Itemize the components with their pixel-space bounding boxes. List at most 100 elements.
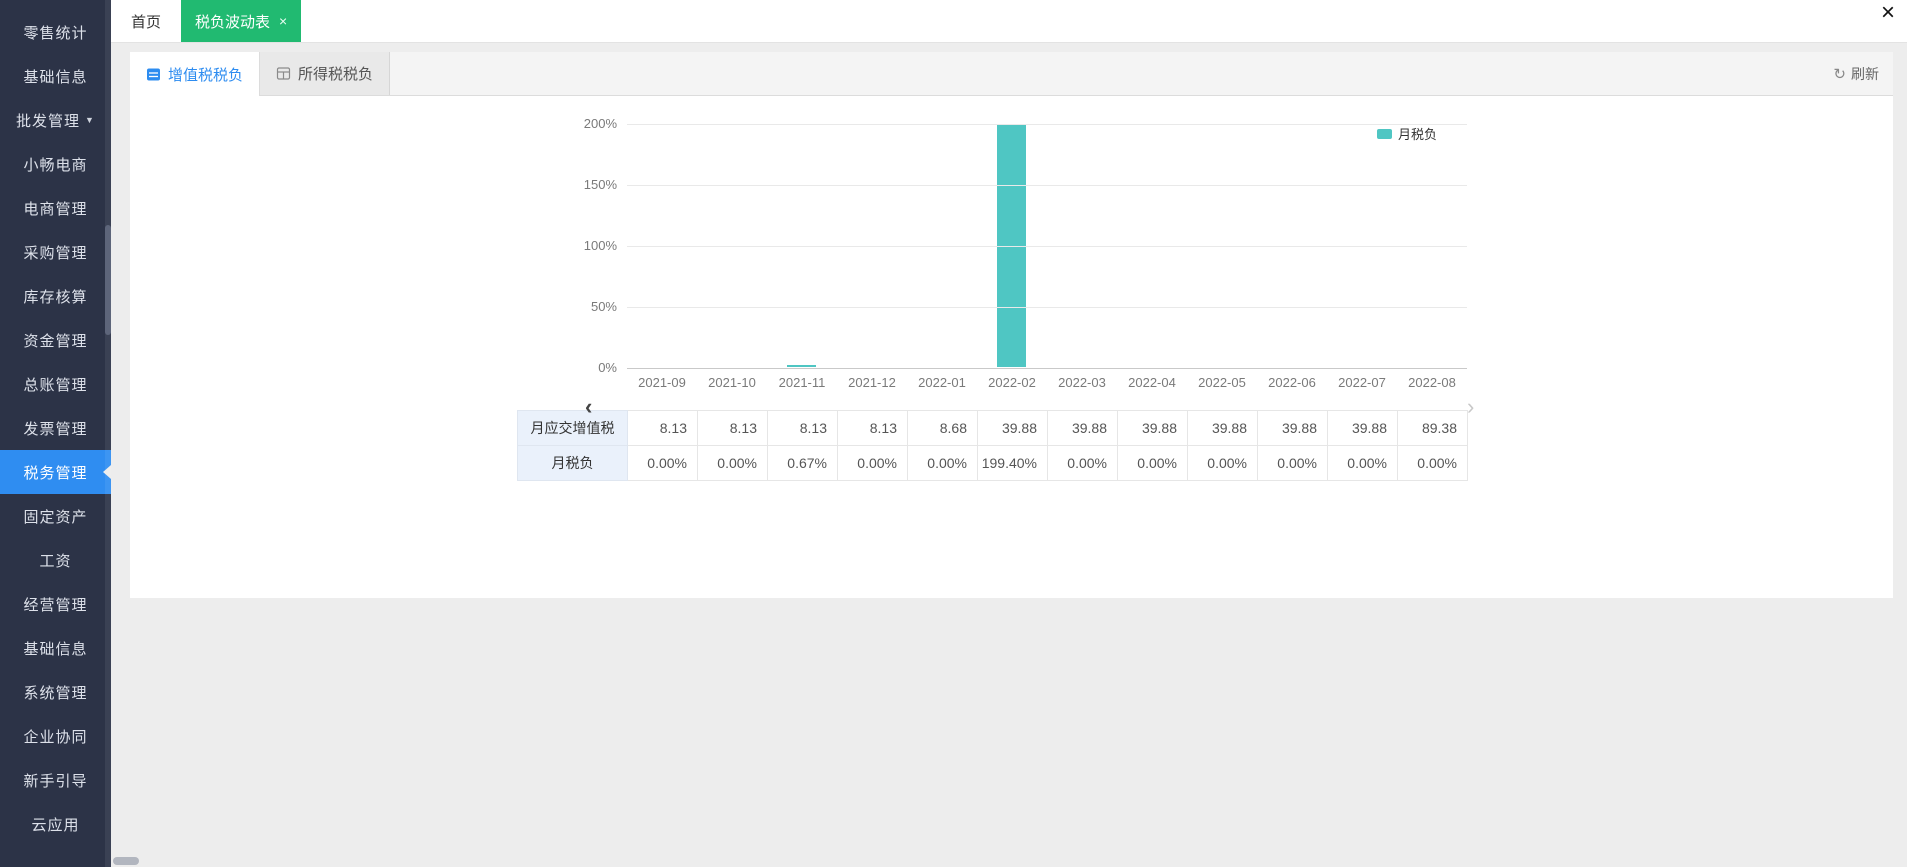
value-cell: 39.88 xyxy=(1047,410,1118,446)
chart-next-arrow[interactable]: › xyxy=(1467,394,1475,419)
value-cell: 39.88 xyxy=(1257,410,1328,446)
value-cell: 8.13 xyxy=(767,410,838,446)
x-axis-label: 2022-05 xyxy=(1198,375,1246,390)
x-axis-label: 2021-10 xyxy=(708,375,756,390)
tab-close-icon[interactable]: × xyxy=(279,13,288,29)
sidebar-item-label: 工资 xyxy=(39,552,72,570)
x-axis-label: 2022-07 xyxy=(1338,375,1386,390)
value-cell: 8.13 xyxy=(627,410,698,446)
grid-line xyxy=(627,307,1467,308)
value-cell: 0.67% xyxy=(767,445,838,481)
value-cell: 0.00% xyxy=(1117,445,1188,481)
sidebar-item-1[interactable]: 零售统计 xyxy=(0,10,111,54)
tab-income-tax-burden-label: 所得税税负 xyxy=(298,66,374,83)
legend-swatch xyxy=(1376,128,1392,139)
sidebar-item-5[interactable]: 电商管理 xyxy=(0,186,111,230)
tab-home-label: 首页 xyxy=(131,13,162,31)
legend-item[interactable]: 月税负 xyxy=(1376,124,1437,143)
bars-row xyxy=(627,123,1467,368)
refresh-button[interactable]: ↻ 刷新 xyxy=(1833,64,1893,84)
sidebar-item-11[interactable]: 税务管理 xyxy=(0,450,111,494)
x-axis-label: 2022-04 xyxy=(1128,375,1176,390)
chart-prev-arrow[interactable]: ‹ xyxy=(585,394,593,419)
sidebar-item-17[interactable]: 企业协同 xyxy=(0,714,111,758)
sidebar-scrollbar-thumb[interactable] xyxy=(105,225,111,335)
tab-income-tax-burden[interactable]: 所得税税负 xyxy=(260,52,391,95)
sidebar-item-label: 经营管理 xyxy=(23,596,88,614)
active-item-notch xyxy=(103,465,111,479)
sidebar-item-13[interactable]: 工资 xyxy=(0,538,111,582)
sidebar-item-9[interactable]: 总账管理 xyxy=(0,362,111,406)
sidebar-item-label: 企业协同 xyxy=(23,728,88,746)
value-cell: 8.13 xyxy=(837,410,908,446)
chart-plot: 0% 50% 100% 150% 200% xyxy=(584,116,1467,375)
income-table-icon xyxy=(276,67,291,80)
bar-slot xyxy=(977,123,1047,368)
refresh-icon: ↻ xyxy=(1833,65,1846,83)
sidebar-item-3[interactable]: 批发管理 ▼ xyxy=(0,98,111,142)
value-cell: 0.00% xyxy=(837,445,908,481)
sidebar-item-label: 采购管理 xyxy=(23,244,88,262)
sidebar-item-15[interactable]: 基础信息 xyxy=(0,626,111,670)
sidebar-item-6[interactable]: 采购管理 xyxy=(0,230,111,274)
y-axis-label: 150% xyxy=(583,177,617,192)
sidebar-item-label: 发票管理 xyxy=(23,420,88,438)
x-axis-line xyxy=(627,368,1467,369)
value-cell: 8.68 xyxy=(907,410,978,446)
value-cell: 0.00% xyxy=(1257,445,1328,481)
sidebar-item-19[interactable]: 云应用 xyxy=(0,802,111,846)
vat-table-icon xyxy=(147,68,160,80)
sidebar-item-label: 固定资产 xyxy=(23,508,88,526)
sidebar-item-10[interactable]: 发票管理 xyxy=(0,406,111,450)
sidebar-item-8[interactable]: 资金管理 xyxy=(0,318,111,362)
value-cell: 0.00% xyxy=(1327,445,1398,481)
sidebar-item-label: 新手引导 xyxy=(23,772,88,790)
value-cell: 39.88 xyxy=(977,410,1048,446)
x-axis-label: 2022-02 xyxy=(988,375,1036,390)
window-close-icon[interactable]: × xyxy=(1880,0,1895,26)
sidebar-item-2[interactable]: 基础信息 xyxy=(0,54,111,98)
horizontal-scrollbar-thumb[interactable] xyxy=(113,857,139,865)
sidebar-item-4[interactable]: 小畅电商 xyxy=(0,142,111,186)
tab-tax-fluctuation[interactable]: 税负波动表 × xyxy=(181,0,302,42)
x-axis-label: 2021-12 xyxy=(848,375,896,390)
grid-line xyxy=(627,185,1467,186)
chart-bar-2021-11[interactable] xyxy=(787,365,816,367)
refresh-button-label: 刷新 xyxy=(1851,65,1879,82)
x-axis-label: 2022-03 xyxy=(1058,375,1106,390)
sidebar-item-7[interactable]: 库存核算 xyxy=(0,274,111,318)
sidebar-menu: 零售统计 基础信息 批发管理 ▼ 小畅电商 电商管理 采购管理 库存核算 资金管理 总账管理 发票管… xyxy=(0,0,111,846)
x-axis-labels: 2021-09 2021-10 2021-11 2021-12 2022-01 2022-… xyxy=(627,375,1467,390)
chevron-down-icon: ▼ xyxy=(85,115,95,125)
sidebar-item-12[interactable]: 固定资产 xyxy=(0,494,111,538)
value-cell: 89.38 xyxy=(1397,410,1468,446)
panel-tabs: 增值税税负 所得税税负 ↻ 刷新 xyxy=(130,52,1893,96)
sidebar-item-14[interactable]: 经营管理 xyxy=(0,582,111,626)
tab-vat-burden[interactable]: 增值税税负 xyxy=(130,52,261,96)
sidebar-item-label: 库存核算 xyxy=(23,288,88,306)
x-axis-label: 2021-09 xyxy=(638,375,686,390)
sidebar-item-label: 零售统计 xyxy=(23,24,88,42)
sidebar-item-label: 系统管理 xyxy=(23,684,88,702)
sidebar: 零售统计 基础信息 批发管理 ▼ 小畅电商 电商管理 采购管理 库存核算 资金管理 总账管理 发票管… xyxy=(0,0,111,867)
horizontal-scrollbar-track[interactable] xyxy=(111,855,1907,867)
x-axis-label: 2021-11 xyxy=(778,375,826,390)
table-row: 月应交增值税 8.13 8.13 8.13 8.13 8.68 39.88 39.88 39.8… xyxy=(517,410,1468,446)
y-axis-label: 100% xyxy=(583,238,617,253)
y-axis-label: 200% xyxy=(583,116,617,131)
sidebar-item-18[interactable]: 新手引导 xyxy=(0,758,111,802)
x-axis-label: 2022-06 xyxy=(1268,375,1316,390)
chart-bar-2022-02[interactable] xyxy=(997,123,1026,367)
sidebar-item-label: 资金管理 xyxy=(23,332,88,350)
sidebar-item-16[interactable]: 系统管理 xyxy=(0,670,111,714)
sidebar-scrollbar-track[interactable] xyxy=(105,0,111,867)
grid-line xyxy=(627,124,1467,125)
content-panel: 增值税税负 所得税税负 ↻ 刷新 xyxy=(130,52,1893,598)
sidebar-item-label: 电商管理 xyxy=(23,200,88,218)
sidebar-item-label: 基础信息 xyxy=(23,68,88,86)
value-cell: 39.88 xyxy=(1187,410,1258,446)
table-row: 月税负 0.00% 0.00% 0.67% 0.00% 0.00% 199.40% 0.00%… xyxy=(517,445,1468,481)
tax-burden-chart: 月税负 0% 50% 100% 150% 200% 2021-09 2021-10 2021… xyxy=(517,116,1475,419)
tab-home[interactable]: 首页 xyxy=(111,0,181,42)
